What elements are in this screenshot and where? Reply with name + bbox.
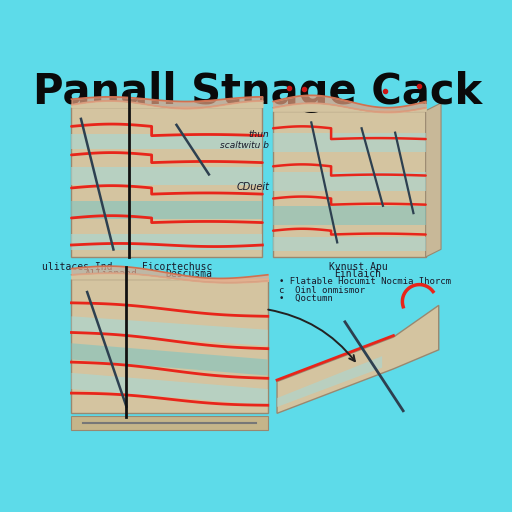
Polygon shape [273, 237, 425, 251]
Polygon shape [72, 234, 262, 249]
Text: ulitaces Ind     Ficortechusc: ulitaces Ind Ficortechusc [41, 262, 212, 272]
Text: Panall Stnage Cack: Panall Stnage Cack [33, 71, 482, 113]
Polygon shape [72, 373, 268, 405]
Text: CDueit: CDueit [237, 182, 269, 192]
Text: thun
scaltwitu b: thun scaltwitu b [220, 130, 269, 150]
Polygon shape [72, 201, 262, 220]
Text: Descusma: Descusma [165, 269, 212, 280]
Text: Allionand: Allionand [85, 269, 138, 280]
Polygon shape [72, 279, 268, 413]
Polygon shape [72, 167, 262, 185]
Polygon shape [273, 111, 425, 257]
Polygon shape [425, 103, 441, 257]
Text: Kvnust Apu: Kvnust Apu [329, 262, 387, 272]
Text: Einlaich: Einlaich [334, 269, 381, 280]
Bar [72, 416, 268, 430]
Polygon shape [273, 206, 425, 225]
Text: •  Qoctumn: • Qoctumn [280, 294, 333, 303]
Text: c  Oinl onmismor: c Oinl onmismor [280, 286, 366, 294]
Polygon shape [273, 133, 425, 152]
Polygon shape [72, 107, 262, 257]
Polygon shape [277, 356, 382, 407]
Polygon shape [273, 172, 425, 191]
Polygon shape [72, 343, 268, 376]
Polygon shape [277, 305, 439, 413]
Text: • Flatable Hocumit Nocmia Ihorcm: • Flatable Hocumit Nocmia Ihorcm [280, 277, 452, 286]
Polygon shape [72, 134, 262, 149]
Polygon shape [72, 316, 268, 346]
